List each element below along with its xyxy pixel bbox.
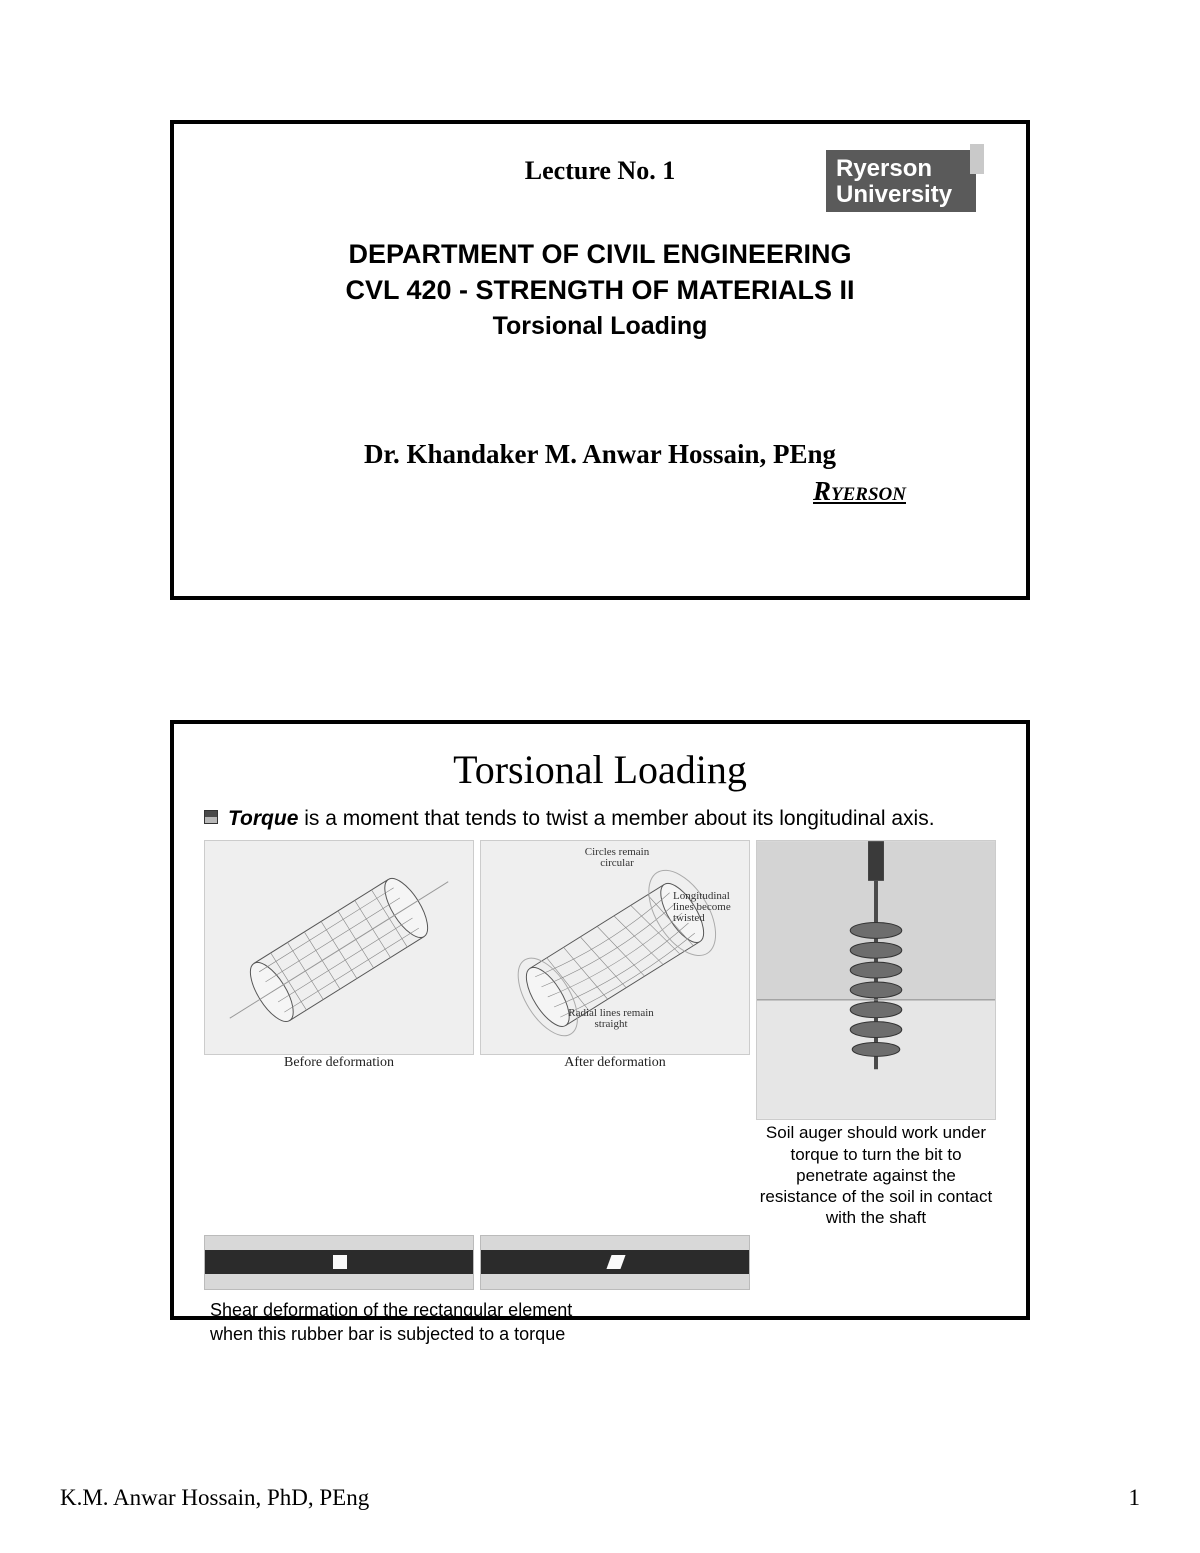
bar-after xyxy=(480,1235,750,1290)
bar-pair xyxy=(204,1235,752,1290)
shear-caption-l2: when this rubber bar is subjected to a t… xyxy=(210,1324,565,1344)
slide2-title: Torsional Loading xyxy=(204,746,996,793)
logo-line1: Ryerson xyxy=(836,156,966,182)
shear-block: Shear deformation of the rectangular ele… xyxy=(204,1235,752,1347)
dept-line-1: DEPARTMENT OF CIVIL ENGINEERING xyxy=(214,236,986,272)
shear-caption: Shear deformation of the rectangular ele… xyxy=(204,1298,752,1347)
annot-circles: Circles remain circular xyxy=(577,847,657,869)
auger-column: Soil auger should work under torque to t… xyxy=(756,840,996,1228)
slide-1: Lecture No. 1 Ryerson University DEPARTM… xyxy=(170,120,1030,600)
bullet-icon xyxy=(204,810,218,824)
bar-before xyxy=(204,1235,474,1290)
fig-after-col: Circles remain circular Longitudinal lin… xyxy=(480,840,750,1228)
bullet-rest: is a moment that tends to twist a member… xyxy=(298,807,934,830)
annot-longitudinal: Longitudinal lines become twisted xyxy=(673,891,745,924)
department-block: DEPARTMENT OF CIVIL ENGINEERING CVL 420 … xyxy=(214,236,986,344)
logo-line2: University xyxy=(836,182,966,208)
bar-square-1 xyxy=(333,1255,347,1269)
figure-before-deformation xyxy=(204,840,474,1055)
fig-before-col: Before deformation xyxy=(204,840,474,1228)
bullet-text: Torque is a moment that tends to twist a… xyxy=(228,805,935,832)
ryerson-logo: Ryerson University xyxy=(826,150,976,212)
figure-row-bottom: Shear deformation of the rectangular ele… xyxy=(204,1235,996,1347)
shear-caption-l1: Shear deformation of the rectangular ele… xyxy=(210,1300,572,1320)
cylinder-before-svg xyxy=(205,841,473,1054)
logo-accent xyxy=(970,144,984,174)
slide-2: Torsional Loading Torque is a moment tha… xyxy=(170,720,1030,1320)
figure-after-deformation: Circles remain circular Longitudinal lin… xyxy=(480,840,750,1055)
instructor-name: Dr. Khandaker M. Anwar Hossain, PEng xyxy=(214,439,986,470)
figure-row-top: Before deformation xyxy=(204,840,996,1228)
annot-radial: Radial lines remain straight xyxy=(566,1008,656,1030)
footer-author: K.M. Anwar Hossain, PhD, PEng xyxy=(60,1485,369,1511)
topic-line: Torsional Loading xyxy=(214,309,986,344)
page-footer: K.M. Anwar Hossain, PhD, PEng 1 xyxy=(60,1485,1140,1511)
caption-after: After deformation xyxy=(480,1055,750,1071)
torque-definition: Torque is a moment that tends to twist a… xyxy=(204,805,996,832)
dept-line-2: CVL 420 - STRENGTH OF MATERIALS II xyxy=(214,272,986,308)
caption-before: Before deformation xyxy=(204,1055,474,1071)
footer-page-number: 1 xyxy=(1129,1485,1141,1511)
figure-soil-auger xyxy=(756,840,996,1120)
page: Lecture No. 1 Ryerson University DEPARTM… xyxy=(0,0,1200,1553)
torque-word: Torque xyxy=(228,807,298,830)
auger-caption: Soil auger should work under torque to t… xyxy=(756,1122,996,1228)
affiliation: Ryerson xyxy=(214,476,986,507)
auger-svg xyxy=(757,841,995,1119)
